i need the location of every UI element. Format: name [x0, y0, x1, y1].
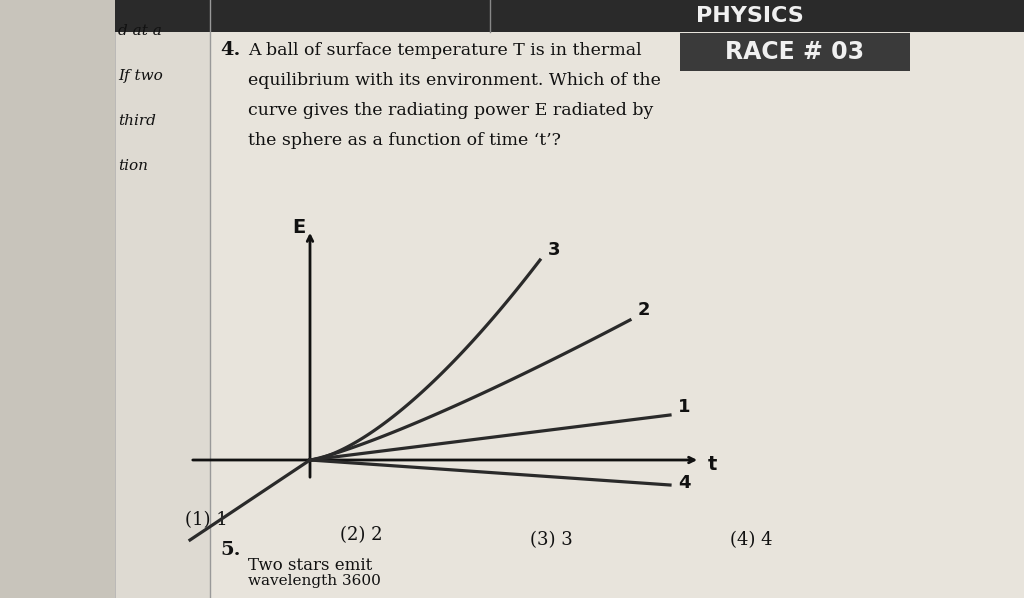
Text: Two stars emit: Two stars emit — [248, 557, 373, 574]
Text: third: third — [118, 114, 156, 128]
Text: equilibrium with its environment. Which of the: equilibrium with its environment. Which … — [248, 72, 660, 89]
Text: PHYSICS: PHYSICS — [696, 6, 804, 26]
Text: the sphere as a function of time ‘t’?: the sphere as a function of time ‘t’? — [248, 132, 561, 149]
Text: tion: tion — [118, 159, 148, 173]
Text: 3: 3 — [548, 241, 560, 259]
Text: d at a: d at a — [118, 24, 162, 38]
Text: (3) 3: (3) 3 — [530, 531, 572, 549]
Text: wavelength 3600: wavelength 3600 — [248, 574, 381, 588]
Text: 4.: 4. — [220, 41, 241, 59]
Text: 4: 4 — [678, 474, 690, 492]
Text: If two: If two — [118, 69, 163, 83]
Text: (4) 4: (4) 4 — [730, 531, 772, 549]
Text: t: t — [708, 456, 718, 474]
FancyBboxPatch shape — [115, 0, 1024, 32]
Text: RACE # 03: RACE # 03 — [725, 40, 864, 64]
FancyBboxPatch shape — [680, 33, 910, 71]
Text: E: E — [292, 218, 305, 237]
Text: 2: 2 — [638, 301, 650, 319]
Text: (1) 1: (1) 1 — [185, 511, 227, 529]
Text: curve gives the radiating power E radiated by: curve gives the radiating power E radiat… — [248, 102, 653, 119]
Text: A ball of surface temperature T is in thermal: A ball of surface temperature T is in th… — [248, 42, 642, 59]
Text: 1: 1 — [678, 398, 690, 416]
Text: 5.: 5. — [220, 541, 241, 559]
Text: (2) 2: (2) 2 — [340, 526, 383, 544]
FancyBboxPatch shape — [115, 0, 210, 598]
FancyBboxPatch shape — [115, 0, 1024, 598]
